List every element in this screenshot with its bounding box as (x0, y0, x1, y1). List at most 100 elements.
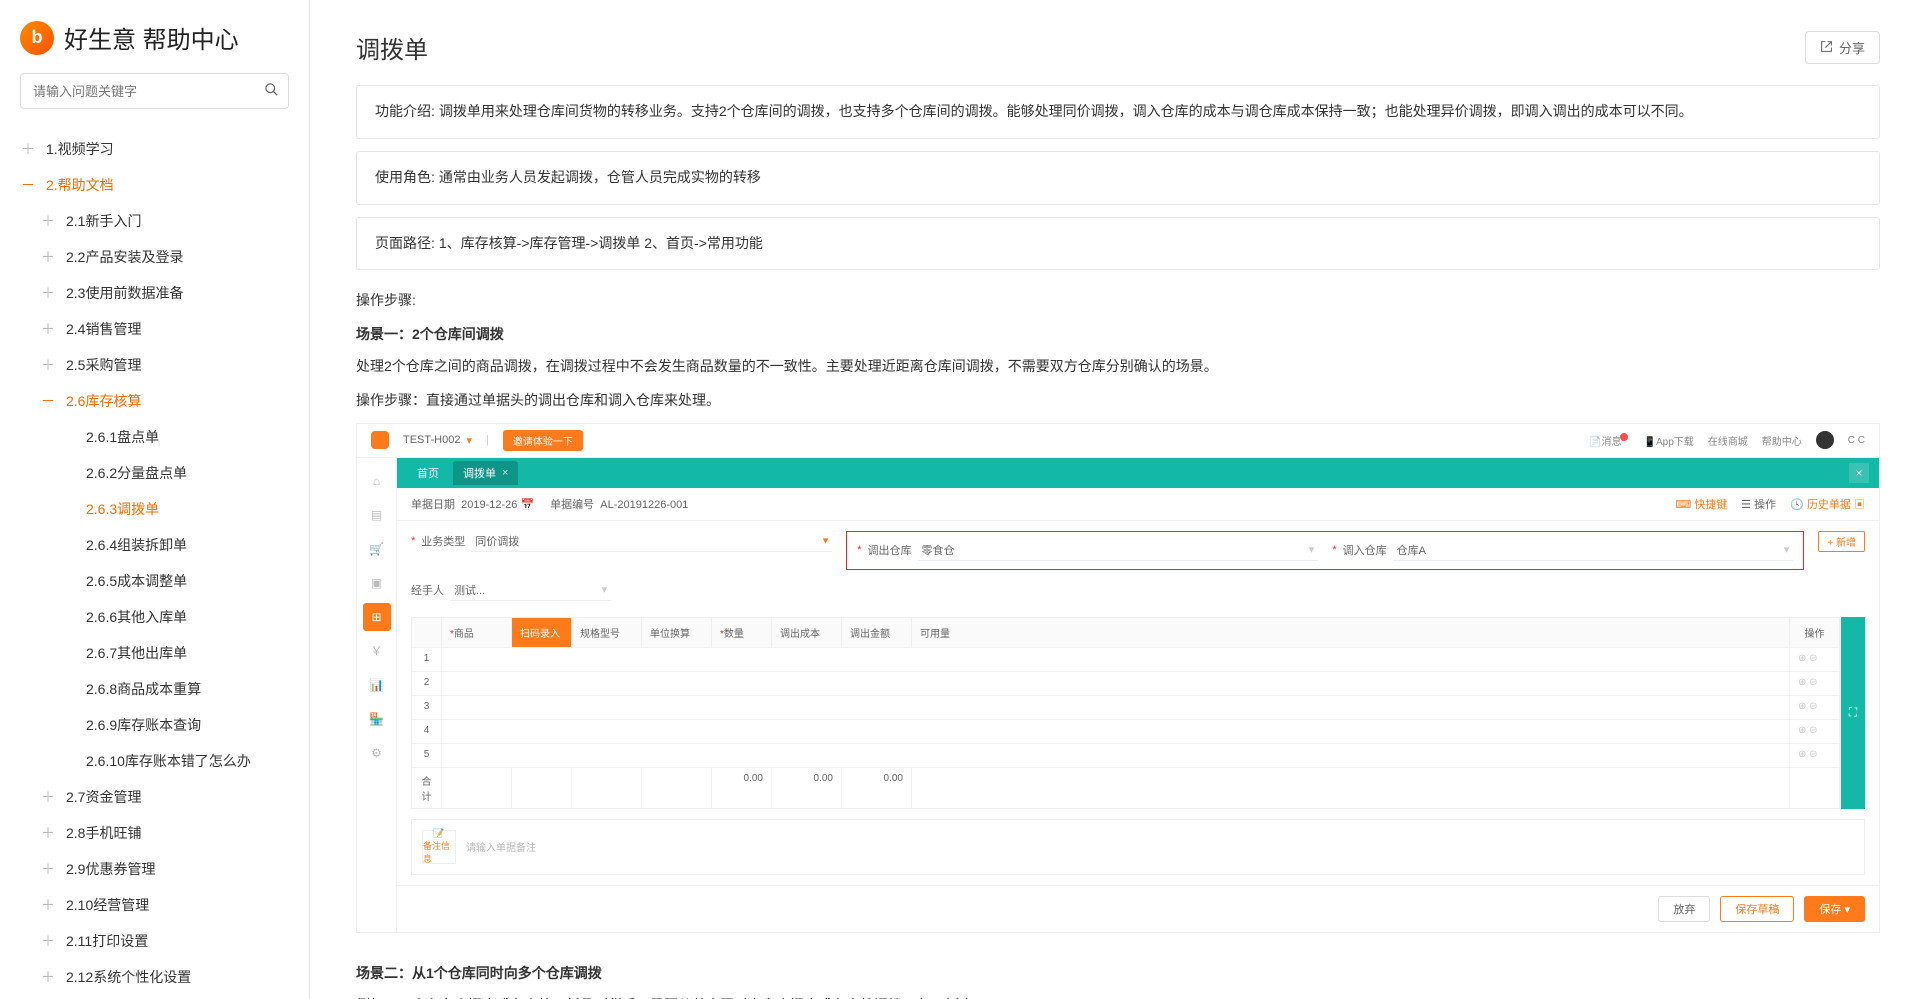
mock-user: C C (1848, 435, 1865, 446)
nav-2-3[interactable]: ＋2.3使用前数据准备 (20, 275, 309, 311)
nav-2-1[interactable]: ＋2.1新手入门 (20, 203, 309, 239)
nav-label: 2.12系统个性化设置 (66, 967, 191, 987)
nav-2-4[interactable]: ＋2.4销售管理 (20, 311, 309, 347)
nav-2-6-2[interactable]: 2.6.2分量盘点单 (20, 455, 309, 491)
mock-left-rail: ⌂ ▤ 🛒 ▣ ⊞ ￥ 📊 🏪 ⚙ (357, 458, 397, 932)
nav-video[interactable]: ＋1.视频学习 (20, 131, 309, 167)
nav-2-6-4[interactable]: 2.6.4组装拆卸单 (20, 527, 309, 563)
mock-link2: 帮助中心 (1762, 433, 1802, 448)
path-label: 页面路径: (375, 235, 435, 251)
nav-label: 2.3使用前数据准备 (66, 283, 183, 303)
mock-table: *商品 扫码录入 规格型号 单位换算 *数量 调出成本 调出金额 可用量 操作 … (411, 617, 1841, 809)
nav-2-6-8[interactable]: 2.6.8商品成本重算 (20, 671, 309, 707)
nav-2-6-6[interactable]: 2.6.6其他入库单 (20, 599, 309, 635)
warehouse-icon: ⊞ (363, 603, 391, 631)
nav-2-6-7[interactable]: 2.6.7其他出库单 (20, 635, 309, 671)
mock-agent-label: 经手人 (411, 582, 444, 598)
mock-in-label: 调入仓库 (1343, 542, 1387, 558)
sidebar: b 好生意 帮助中心 ＋1.视频学习 －2.帮助文档 ＋2.1新手入门 ＋2.2… (0, 0, 310, 999)
nav-2-9[interactable]: ＋2.9优惠券管理 (20, 851, 309, 887)
scene1-p1: 处理2个仓库之间的商品调拨，在调拨过程中不会发生商品数量的不一致性。主要处理近距… (356, 354, 1880, 379)
mock-out-val: 零食仓 (922, 542, 955, 558)
nav-2-13[interactable]: ＋2.13在线支付 (20, 995, 309, 999)
mock-code: AL-20191226-001 (600, 499, 688, 511)
nav-2-2[interactable]: ＋2.2产品安装及登录 (20, 239, 309, 275)
mock-form-row: *业务类型 同价调拨▾ *调出仓库 零食仓▾ *调入仓库 仓库A▾ (397, 521, 1879, 580)
nav-label: 2.2产品安装及登录 (66, 247, 183, 267)
scene2-title: 场景二：从1个仓库同时向多个仓库调拨 (356, 963, 1880, 983)
search-input[interactable] (20, 73, 289, 109)
nav-label: 2.6.7其他出库单 (86, 643, 187, 663)
mock-link1: 在线商城 (1708, 433, 1748, 448)
scene1-title: 场景一：2个仓库间调拨 (356, 324, 1880, 344)
mock-th: 规格型号 (572, 618, 642, 647)
intro-label: 功能介绍: (375, 103, 435, 119)
mock-toolbar: 单据日期 2019-12-26 📅 单据编号 AL-20191226-001 ⌨… (397, 488, 1879, 521)
mock-th (412, 618, 442, 647)
plus-icon: ＋ (40, 897, 56, 913)
nav-label: 2.帮助文档 (46, 175, 114, 195)
nav-label: 2.6.2分量盘点单 (86, 463, 187, 483)
gear-icon: ⚙ (363, 739, 391, 767)
nav-label: 2.5采购管理 (66, 355, 141, 375)
role-box: 使用角色:通常由业务人员发起调拨，仓管人员完成实物的转移 (356, 151, 1880, 205)
nav-2-6-5[interactable]: 2.6.5成本调整单 (20, 563, 309, 599)
nav-2-6-1[interactable]: 2.6.1盘点单 (20, 419, 309, 455)
mock-tabs-close: × (1849, 463, 1869, 483)
nav-2-8[interactable]: ＋2.8手机旺铺 (20, 815, 309, 851)
mock-code-label: 单据编号 (550, 499, 594, 511)
mock-th: 数量 (724, 629, 744, 640)
nav-2-6-9[interactable]: 2.6.9库存账本查询 (20, 707, 309, 743)
plus-icon: ＋ (40, 357, 56, 373)
nav-label: 2.6.6其他入库单 (86, 607, 187, 627)
mock-save-btn: 保存 ▾ (1804, 896, 1865, 922)
nav-2-11[interactable]: ＋2.11打印设置 (20, 923, 309, 959)
doc-icon: ▤ (363, 501, 391, 529)
nav-2-6[interactable]: －2.6库存核算 (20, 383, 309, 419)
mock-biz-label: 业务类型 (421, 533, 465, 549)
nav-label: 2.6.3调拨单 (86, 499, 159, 519)
mock-header-right: 📄消息 📱App下载 在线商城 帮助中心 C C (1589, 431, 1865, 449)
nav-2-10[interactable]: ＋2.10经营管理 (20, 887, 309, 923)
close-icon: × (502, 467, 508, 479)
nav-label: 2.9优惠券管理 (66, 859, 155, 879)
nav-2-6-3[interactable]: 2.6.3调拨单 (20, 491, 309, 527)
path-box: 页面路径:1、库存核算->库存管理->调拨单 2、首页->常用功能 (356, 217, 1880, 271)
role-label: 使用角色: (375, 169, 435, 185)
share-button[interactable]: 分享 (1805, 31, 1880, 64)
money-icon: ￥ (363, 637, 391, 665)
store-icon: 🏪 (363, 705, 391, 733)
mock-footer: 放弃 保存草稿 保存 ▾ (397, 885, 1879, 932)
report-icon: 📊 (363, 671, 391, 699)
nav-label: 2.6.1盘点单 (86, 427, 159, 447)
table-row: 5⊕ ⊖ (412, 743, 1840, 767)
share-label: 分享 (1839, 38, 1865, 57)
nav-label: 2.4销售管理 (66, 319, 141, 339)
scene1-p2: 操作步骤：直接通过单据头的调出仓库和调入仓库来处理。 (356, 388, 1880, 413)
mock-form-row2: 经手人 测试...▾ (397, 580, 1879, 611)
logo-icon: b (20, 21, 54, 55)
mock-date-label: 单据日期 (411, 499, 455, 511)
nav-2-7[interactable]: ＋2.7资金管理 (20, 779, 309, 815)
nav-2-12[interactable]: ＋2.12系统个性化设置 (20, 959, 309, 995)
home-icon: ⌂ (363, 467, 391, 495)
mock-company: TEST-H002 (403, 434, 460, 446)
mock-th: 扫码录入 (512, 618, 572, 647)
search-icon[interactable] (264, 82, 279, 100)
mock-screenshot-1: TEST-H002 ▾ | 邀请体验一下 📄消息 📱App下载 在线商城 帮助中… (356, 423, 1880, 933)
nav-label: 2.8手机旺铺 (66, 823, 141, 843)
nav-2-5[interactable]: ＋ 2.5采购管理 (20, 347, 309, 383)
remark-icon: 📝备注信息 (422, 830, 456, 864)
box-icon: ▣ (363, 569, 391, 597)
mock-logo-icon (371, 431, 389, 449)
nav-docs[interactable]: －2.帮助文档 (20, 167, 309, 203)
plus-icon: ＋ (40, 213, 56, 229)
mock-company-select: TEST-H002 ▾ (403, 434, 472, 447)
mock-th: 单位换算 (642, 618, 712, 647)
mock-app: 📱App下载 (1644, 433, 1694, 448)
mock-msg: 📄消息 (1589, 433, 1629, 448)
mock-agent-val: 测试... (454, 582, 485, 598)
table-row: 3⊕ ⊖ (412, 695, 1840, 719)
nav-2-6-10[interactable]: 2.6.10库存账本错了怎么办 (20, 743, 309, 779)
expand-icon: ⛶ (1841, 617, 1865, 809)
